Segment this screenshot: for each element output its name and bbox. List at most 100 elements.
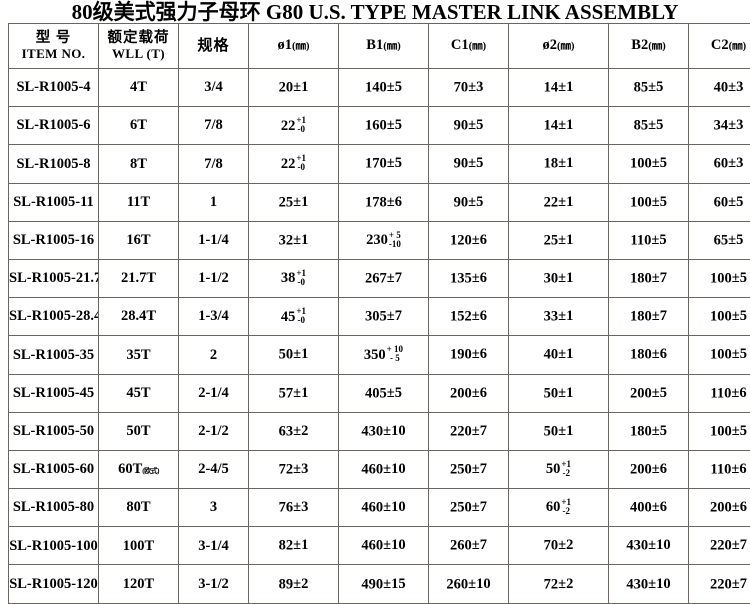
cell-b1: 267±7 [339,259,429,297]
tolerance-lower: -2 [561,469,571,478]
nominal-value: 490 [361,576,383,592]
tolerance-symmetric: ±6 [652,499,667,515]
cell-size: 1 [179,183,249,221]
wll-value: 6T [130,117,147,133]
tolerance-asymmetric: +1-2 [561,498,571,516]
column-header-8: C2(㎜) [689,24,750,69]
cell-size: 3/4 [179,69,249,107]
cell-b1: 160±5 [339,107,429,145]
cell-item-no: SL-R1005-80 [9,489,99,527]
nominal-value: 90 [454,194,469,210]
nominal-value: 57 [279,385,294,401]
tolerance-symmetric: ±10 [383,499,405,515]
nominal-value: 230 [366,232,388,248]
cell-c2: 100±5 [689,298,750,336]
tolerance-lower: -10 [389,240,401,249]
nominal-value: 460 [361,461,383,477]
tolerance-symmetric: ±2 [293,576,308,592]
cell-size: 2-1/2 [179,412,249,450]
tolerance-symmetric: ±5 [732,308,747,324]
nominal-value: 50 [544,385,559,401]
column-header-2: 规格 [179,24,249,69]
cell-diameter-2: 18±1 [509,145,609,183]
header-label-cn: 型 号 [36,31,72,47]
nominal-value: 25 [279,194,294,210]
wll-value: 120T [123,576,154,592]
cell-diameter-2: 30±1 [509,259,609,297]
nominal-value: 90 [454,156,469,172]
nominal-value: 90 [454,118,469,134]
cell-diameter-2: 72±2 [509,565,609,603]
nominal-value: 85 [634,118,649,134]
tolerance-symmetric: ±3 [468,79,483,95]
tolerance-lower: -2 [561,507,571,516]
column-header-content: C2(㎜) [689,38,750,54]
cell-item-no: SL-R1005-11 [9,183,99,221]
nominal-value: 135 [450,270,472,286]
cell-item-no: SL-R1005-50 [9,412,99,450]
tolerance-symmetric: ±5 [387,79,402,95]
cell-item-no: SL-R1005-8 [9,145,99,183]
tolerance-symmetric: ±6 [472,385,487,401]
column-header-content: C1(㎜) [429,38,508,54]
cell-wll: 16T [99,221,179,259]
tolerance-symmetric: ±5 [732,346,747,362]
nominal-value: 72 [544,576,559,592]
nominal-value: 200 [630,461,652,477]
cell-c1: 250±7 [429,450,509,488]
nominal-value: 110 [710,461,731,477]
cell-wll: 60T(欧式) [99,450,179,488]
tolerance-symmetric: ±1 [558,423,573,439]
cell-wll: 45T [99,374,179,412]
cell-diameter-1: 22+1-0 [249,107,339,145]
nominal-value: 100 [630,156,652,172]
cell-c1: 200±6 [429,374,509,412]
cell-wll: 11T [99,183,179,221]
cell-c2: 110±6 [689,374,750,412]
nominal-value: 180 [630,423,652,439]
nominal-value: 38 [281,270,296,286]
tolerance-symmetric: ±1 [558,232,573,248]
header-unit: (㎜) [383,41,401,52]
cell-diameter-1: 45+1-0 [249,298,339,336]
tolerance-symmetric: ±10 [383,461,405,477]
tolerance-symmetric: ±5 [728,194,743,210]
nominal-value: 178 [365,194,387,210]
nominal-value: 180 [630,347,652,363]
nominal-value: 260 [446,576,468,592]
cell-b2: 100±5 [609,145,689,183]
nominal-value: 430 [361,423,383,439]
cell-item-no: SL-R1005-6 [9,107,99,145]
tolerance-symmetric: ±5 [732,270,747,286]
header-symbol-line: C1(㎜) [451,38,486,54]
tolerance-symmetric: ±6 [387,194,402,210]
tolerance-symmetric: ±3 [728,155,743,171]
cell-size: 2-4/5 [179,450,249,488]
nominal-value: 34 [714,118,729,134]
tolerance-asymmetric: +1-0 [296,116,306,134]
header-label-cn: 规格 [197,38,229,54]
wll-value: 28.4T [121,308,156,324]
nominal-value: 100 [710,347,732,363]
cell-wll: 120T [99,565,179,603]
tolerance-symmetric: ±3 [728,117,743,133]
cell-b2: 180±7 [609,298,689,336]
cell-diameter-2: 60+1-2 [509,489,609,527]
cell-diameter-2: 50±1 [509,374,609,412]
nominal-value: 20 [279,79,294,95]
cell-size: 7/8 [179,107,249,145]
nominal-value: 190 [450,347,472,363]
tolerance-symmetric: ±5 [728,232,743,248]
nominal-value: 60 [714,156,729,172]
nominal-value: 305 [365,309,387,325]
page-title: 80级美式强力子母环 G80 U.S. TYPE MASTER LINK ASS… [72,2,679,23]
wll-value: 100T [123,538,154,554]
tolerance-symmetric: ±10 [383,423,405,439]
cell-diameter-2: 33±1 [509,298,609,336]
